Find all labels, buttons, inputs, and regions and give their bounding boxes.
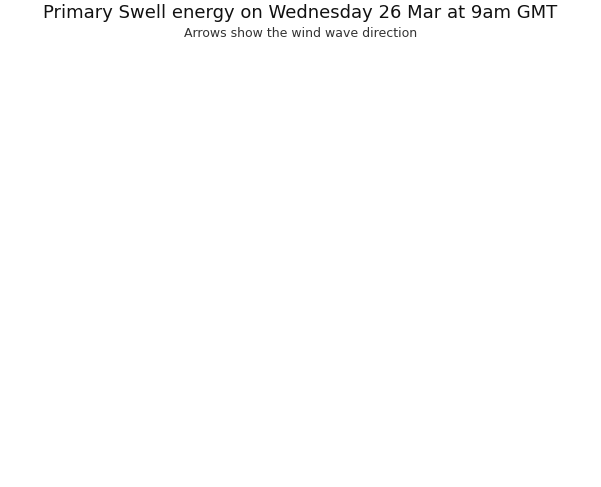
Text: Primary Swell energy on Wednesday 26 Mar at 9am GMT: Primary Swell energy on Wednesday 26 Mar… [43, 4, 558, 22]
Text: cartopy required: cartopy required [243, 257, 358, 271]
Text: Arrows show the wind wave direction: Arrows show the wind wave direction [184, 27, 417, 39]
